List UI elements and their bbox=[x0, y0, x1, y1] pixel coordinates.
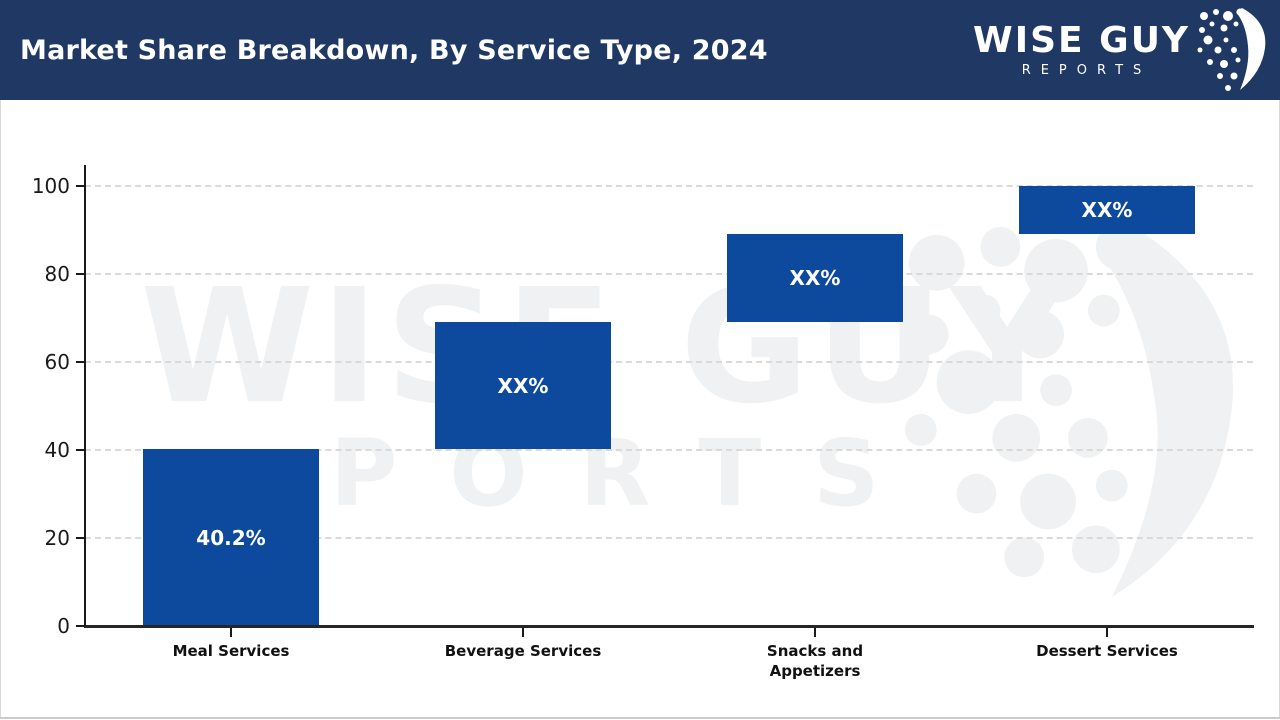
y-tick-label-0: 0 bbox=[57, 614, 70, 638]
y-tick-label-40: 40 bbox=[44, 438, 70, 462]
brand-name: WISE GUY bbox=[972, 19, 1190, 61]
x-category-label-1: Beverage Services bbox=[444, 642, 602, 660]
gridline-60 bbox=[85, 361, 1253, 363]
gridline-40 bbox=[85, 449, 1253, 451]
y-tick-0 bbox=[76, 625, 85, 627]
bottom-divider bbox=[0, 717, 1280, 719]
bar-1: XX% bbox=[435, 322, 611, 450]
x-category-label-3: Dessert Services bbox=[1036, 642, 1178, 660]
brand-logo-text: WISE GUY REPORTS bbox=[972, 19, 1190, 78]
gridline-80 bbox=[85, 273, 1253, 275]
page-title: Market Share Breakdown, By Service Type,… bbox=[20, 34, 768, 66]
x-axis-line bbox=[84, 625, 1254, 628]
y-tick-label-100: 100 bbox=[31, 174, 70, 198]
bar-label-0: 40.2% bbox=[196, 525, 266, 550]
y-tick-label-80: 80 bbox=[44, 262, 70, 286]
x-tick-2 bbox=[814, 628, 816, 637]
bar-label-2: XX% bbox=[789, 266, 841, 291]
x-category-label-0: Meal Services bbox=[172, 642, 290, 660]
y-tick-label-60: 60 bbox=[44, 350, 70, 374]
gridline-100 bbox=[85, 185, 1253, 187]
x-tick-0 bbox=[230, 628, 232, 637]
brand-logo: WISE GUY REPORTS bbox=[973, 6, 1280, 94]
brand-head-dots-icon bbox=[1197, 8, 1266, 91]
gridline-20 bbox=[85, 537, 1253, 539]
bar-label-1: XX% bbox=[497, 373, 549, 398]
x-tick-1 bbox=[522, 628, 524, 637]
brand-subname: REPORTS bbox=[1021, 62, 1152, 78]
x-tick-3 bbox=[1106, 628, 1108, 637]
y-tick-20 bbox=[76, 537, 85, 539]
bar-0: 40.2% bbox=[143, 449, 319, 626]
y-tick-label-20: 20 bbox=[44, 526, 70, 550]
y-tick-60 bbox=[76, 361, 85, 363]
x-category-label-2: Snacks and Appetizers bbox=[766, 642, 864, 681]
header-bar: Market Share Breakdown, By Service Type,… bbox=[0, 0, 1280, 100]
y-tick-40 bbox=[76, 449, 85, 451]
bar-2: XX% bbox=[727, 234, 903, 323]
bar-3: XX% bbox=[1019, 186, 1195, 235]
y-tick-100 bbox=[76, 185, 85, 187]
y-tick-80 bbox=[76, 273, 85, 275]
y-axis-line bbox=[84, 165, 86, 627]
bar-label-3: XX% bbox=[1081, 198, 1133, 223]
